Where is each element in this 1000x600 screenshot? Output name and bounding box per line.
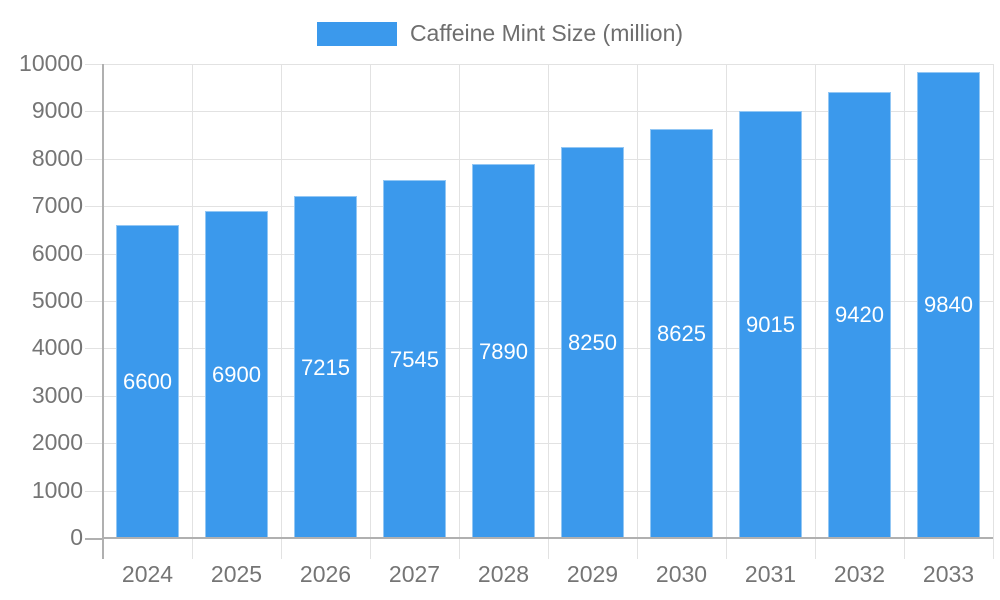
grid-line-v	[815, 64, 816, 559]
plot-area: 0 1000 2000 3000 4000 5000 6000 7000 8000 9000 100…	[19, 50, 994, 587]
y-axis-tick	[85, 253, 103, 255]
x-axis-label: 2025	[210, 561, 263, 587]
grid-line-v	[726, 64, 727, 559]
x-axis-label: 2028	[477, 561, 530, 587]
grid-line-v	[904, 64, 905, 559]
y-axis-label: 6000	[31, 239, 83, 266]
bar-value-label: 8250	[568, 329, 617, 355]
y-axis-tick	[85, 158, 103, 160]
bar[interactable]: 9840	[916, 71, 981, 538]
x-axis-label: 2029	[566, 561, 619, 587]
x-axis-label: 2032	[833, 561, 886, 587]
x-axis-label: 2030	[655, 561, 708, 587]
y-axis-tick	[85, 111, 103, 113]
legend-swatch	[316, 21, 397, 46]
y-axis-tick	[85, 206, 103, 208]
bar-value-label: 6900	[212, 361, 261, 387]
y-axis-label: 2000	[31, 429, 83, 456]
bar[interactable]: 8250	[560, 146, 625, 538]
y-axis-tick	[85, 395, 103, 397]
y-axis-label: 0	[70, 523, 83, 550]
bar[interactable]: 9015	[738, 110, 803, 538]
bar[interactable]: 9420	[827, 91, 892, 538]
y-axis-label: 9000	[31, 97, 83, 124]
y-axis-label: 4000	[31, 334, 83, 361]
grid-line-v	[637, 64, 638, 559]
bar-value-label: 7215	[301, 354, 350, 380]
y-axis-tick	[85, 443, 103, 445]
x-axis-line	[103, 537, 993, 539]
y-axis-tick	[85, 348, 103, 350]
y-axis-label: 7000	[31, 192, 83, 219]
grid-line-v	[192, 64, 193, 559]
bar-value-label: 6600	[123, 369, 172, 395]
y-axis-label: 3000	[31, 381, 83, 408]
bar-value-label: 9015	[746, 311, 795, 337]
bar[interactable]: 8625	[649, 129, 714, 538]
bar[interactable]: 6600	[115, 225, 180, 538]
grid-line-v	[548, 64, 549, 559]
bar[interactable]: 7545	[382, 180, 447, 538]
x-axis-label: 2024	[121, 561, 174, 587]
y-axis-label: 8000	[31, 144, 83, 171]
x-axis-label: 2027	[388, 561, 441, 587]
bar[interactable]: 6900	[204, 210, 269, 538]
bar-value-label: 7545	[390, 346, 439, 372]
x-axis-label: 2031	[744, 561, 797, 587]
bar-value-label: 7890	[479, 338, 528, 364]
y-axis-label: 10000	[19, 49, 83, 76]
bar-value-label: 9420	[835, 302, 884, 328]
x-axis-label: 2026	[299, 561, 352, 587]
chart-legend: Caffeine Mint Size (million)	[0, 20, 1000, 47]
y-axis-tick	[85, 490, 103, 492]
y-axis-tick	[85, 64, 103, 65]
grid-line-v	[993, 64, 994, 559]
bar-value-label: 8625	[657, 321, 706, 347]
legend-item[interactable]: Caffeine Mint Size (million)	[316, 20, 684, 47]
y-axis-label: 5000	[31, 286, 83, 313]
bar[interactable]: 7890	[471, 164, 536, 538]
y-axis-line	[102, 64, 104, 559]
grid-line-v	[281, 64, 282, 559]
legend-label: Caffeine Mint Size (million)	[409, 20, 684, 46]
bar[interactable]: 7215	[293, 196, 358, 538]
y-axis-label: 1000	[31, 476, 83, 503]
x-axis-label: 2033	[922, 561, 975, 587]
grid-line-v	[459, 64, 460, 559]
y-axis-tick	[85, 538, 103, 540]
bar-value-label: 9840	[924, 292, 973, 318]
grid-line-v	[370, 64, 371, 559]
y-axis-tick	[85, 301, 103, 302]
